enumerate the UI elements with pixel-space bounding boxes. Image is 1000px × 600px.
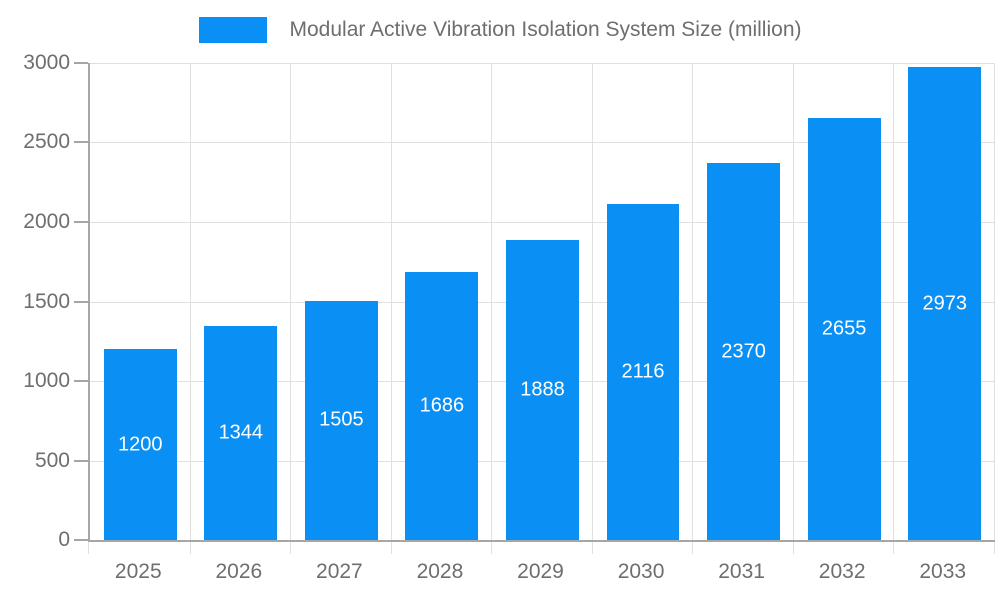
legend-swatch-icon <box>198 17 267 43</box>
y-axis-tick <box>74 379 88 382</box>
bar-value-label: 1686 <box>419 394 465 417</box>
y-axis-tick <box>74 459 88 462</box>
bar-value-label: 2655 <box>821 317 867 340</box>
x-axis-labels: 2025 2026 2027 2028 2029 2030 2031 2032 2033 <box>88 556 993 590</box>
gridline-vertical <box>290 63 292 540</box>
x-axis-tick <box>290 542 292 554</box>
bar: 1344 <box>204 326 278 540</box>
y-axis-labels: 0 500 1000 1500 2000 2500 3000 <box>0 51 70 551</box>
x-axis-tick <box>591 542 593 554</box>
y-axis-tick <box>74 300 88 303</box>
y-axis-tick-label: 2000 <box>23 209 70 233</box>
gridline-horizontal <box>90 221 995 223</box>
x-axis-category-label: 2027 <box>316 560 363 583</box>
x-axis-tick <box>88 542 89 554</box>
y-axis-tick-label: 500 <box>34 448 70 472</box>
bar-value-label: 1200 <box>118 433 163 456</box>
y-axis-tick-label: 2500 <box>23 130 70 154</box>
y-axis-tick <box>74 220 88 223</box>
gridline-vertical <box>792 63 794 540</box>
x-axis-category-label: 2025 <box>114 560 162 583</box>
bar: 1888 <box>506 239 579 540</box>
y-axis-tick-label: 0 <box>58 528 70 551</box>
bar-value-label: 1344 <box>218 421 264 444</box>
gridline-horizontal <box>90 142 995 144</box>
y-axis-tick <box>74 141 88 144</box>
legend: Modular Active Vibration Isolation Syste… <box>0 17 1000 43</box>
gridline-vertical <box>390 63 392 540</box>
x-axis-category-label: 2026 <box>215 560 263 583</box>
x-axis-category-label: 2028 <box>416 560 464 583</box>
gridline-vertical <box>189 63 191 540</box>
bar-value-label: 2116 <box>621 360 665 383</box>
x-axis-category-label: 2029 <box>517 560 564 583</box>
x-axis-category-label: 2032 <box>818 560 866 583</box>
bar: 1505 <box>304 300 378 540</box>
y-axis-tick-label: 1500 <box>23 289 70 313</box>
x-axis-category-label: 2033 <box>919 560 967 583</box>
y-axis-tick-label: 1000 <box>23 368 70 392</box>
gridline-vertical <box>893 63 895 540</box>
y-axis-tick <box>74 62 88 64</box>
y-axis-tick <box>74 539 88 541</box>
x-axis-tick <box>893 542 895 554</box>
x-axis-tick <box>189 542 191 554</box>
gridline-horizontal <box>90 63 995 64</box>
bar-value-label: 2973 <box>922 292 967 315</box>
x-axis-tick <box>491 542 493 554</box>
x-axis-category-label: 2031 <box>718 560 765 583</box>
bar: 1686 <box>405 271 479 540</box>
gridline-vertical <box>591 63 593 540</box>
y-axis-tick-label: 3000 <box>23 51 70 74</box>
bar-value-label: 2370 <box>721 340 766 363</box>
gridline-vertical <box>491 63 493 540</box>
legend-item[interactable]: Modular Active Vibration Isolation Syste… <box>198 17 802 43</box>
bar: 2655 <box>807 117 881 540</box>
legend-label: Modular Active Vibration Isolation Syste… <box>289 18 802 41</box>
bar-value-label: 1888 <box>520 378 565 401</box>
bar: 2973 <box>908 67 982 540</box>
bar: 2116 <box>606 203 680 540</box>
gridline-vertical <box>994 63 995 540</box>
bar: 1200 <box>103 349 177 540</box>
x-axis-category-label: 2030 <box>617 560 665 583</box>
bar-value-label: 1505 <box>319 408 364 431</box>
gridline-vertical <box>692 63 694 540</box>
x-axis-tick <box>390 542 392 554</box>
bar: 2370 <box>707 163 781 540</box>
plot-area: 1200 1344 1505 1686 1888 2116 2370 2655 2973 <box>74 62 995 554</box>
x-axis-tick <box>792 542 794 554</box>
x-axis-tick <box>994 542 995 554</box>
x-axis-tick <box>692 542 694 554</box>
